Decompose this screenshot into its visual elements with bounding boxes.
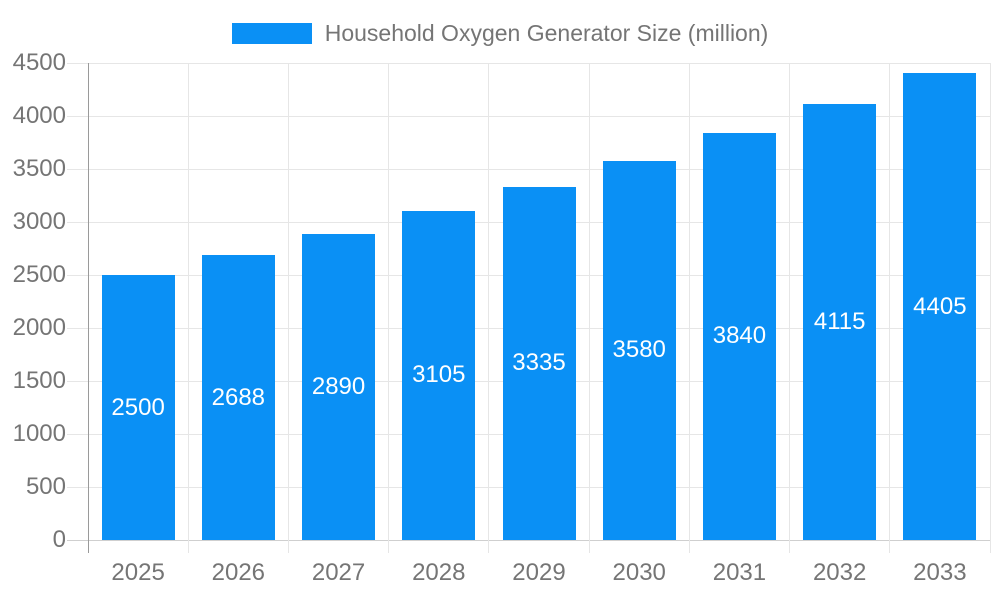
gridline-vertical [588, 63, 590, 553]
plot-area: 2500 2688 2890 3105 3335 3580 3840 4115 4405 [67, 62, 991, 553]
bar: 4405 [903, 73, 977, 540]
x-axis-tick-label: 2025 [111, 559, 165, 586]
gridline-vertical [789, 63, 791, 553]
y-axis-tick-label: 2000 [12, 314, 66, 341]
x-axis-tick-label: 2029 [512, 559, 566, 586]
gridline-vertical [488, 63, 490, 553]
gridline-horizontal [67, 168, 990, 170]
bar: 3580 [602, 160, 676, 540]
legend[interactable]: Household Oxygen Generator Size (million… [0, 20, 1000, 47]
gridline-horizontal [67, 62, 990, 64]
bar-value-label: 2890 [311, 372, 366, 400]
x-axis-tick-label: 2026 [211, 559, 266, 586]
bar: 4115 [803, 103, 877, 540]
y-axis-tick-label: 0 [52, 526, 66, 553]
bar-value-label: 3335 [512, 349, 566, 377]
x-axis-tick-label: 2032 [812, 559, 867, 586]
y-axis-tick-label: 3000 [12, 208, 66, 235]
bar: 2500 [101, 275, 175, 540]
x-axis-tick-label: 2033 [913, 559, 967, 586]
y-axis-tick-label: 500 [25, 473, 66, 500]
bar-value-label: 3580 [612, 336, 666, 364]
gridline-vertical [287, 63, 289, 553]
bar: 3105 [402, 210, 476, 540]
bar-value-label: 3105 [412, 361, 466, 389]
y-axis-tick-label: 1000 [12, 420, 66, 447]
x-axis-tick-label: 2027 [311, 559, 366, 586]
y-axis-tick-label: 4500 [12, 49, 66, 76]
gridline-vertical [187, 63, 189, 553]
bar: 2890 [302, 233, 376, 540]
y-axis-tick-label: 1500 [12, 367, 66, 394]
x-axis-tick-label: 2031 [712, 559, 767, 586]
gridline-vertical [688, 63, 690, 553]
y-axis-tick-label: 4000 [12, 102, 66, 129]
x-axis-tick-label: 2030 [612, 559, 666, 586]
bar: 3335 [502, 186, 576, 540]
x-axis-tick-label: 2028 [412, 559, 466, 586]
gridline-horizontal [67, 539, 990, 541]
gridline-vertical [989, 63, 991, 553]
bar-value-label: 4115 [813, 307, 866, 335]
y-axis-tick-label: 3500 [12, 155, 66, 182]
legend-label: Household Oxygen Generator Size (million… [324, 20, 769, 46]
gridline-vertical [388, 63, 390, 553]
bar-value-label: 2500 [111, 393, 165, 421]
gridline-horizontal [67, 115, 990, 117]
legend-swatch [231, 23, 312, 44]
bar-value-label: 3840 [712, 322, 767, 350]
y-axis-tick-label: 2500 [12, 261, 66, 288]
y-axis-line [88, 63, 89, 553]
bar: 3840 [702, 132, 776, 540]
bar: 2688 [201, 255, 275, 540]
bar-value-label: 4405 [913, 292, 967, 320]
bar-value-label: 2688 [211, 383, 266, 411]
gridline-vertical [889, 63, 891, 553]
